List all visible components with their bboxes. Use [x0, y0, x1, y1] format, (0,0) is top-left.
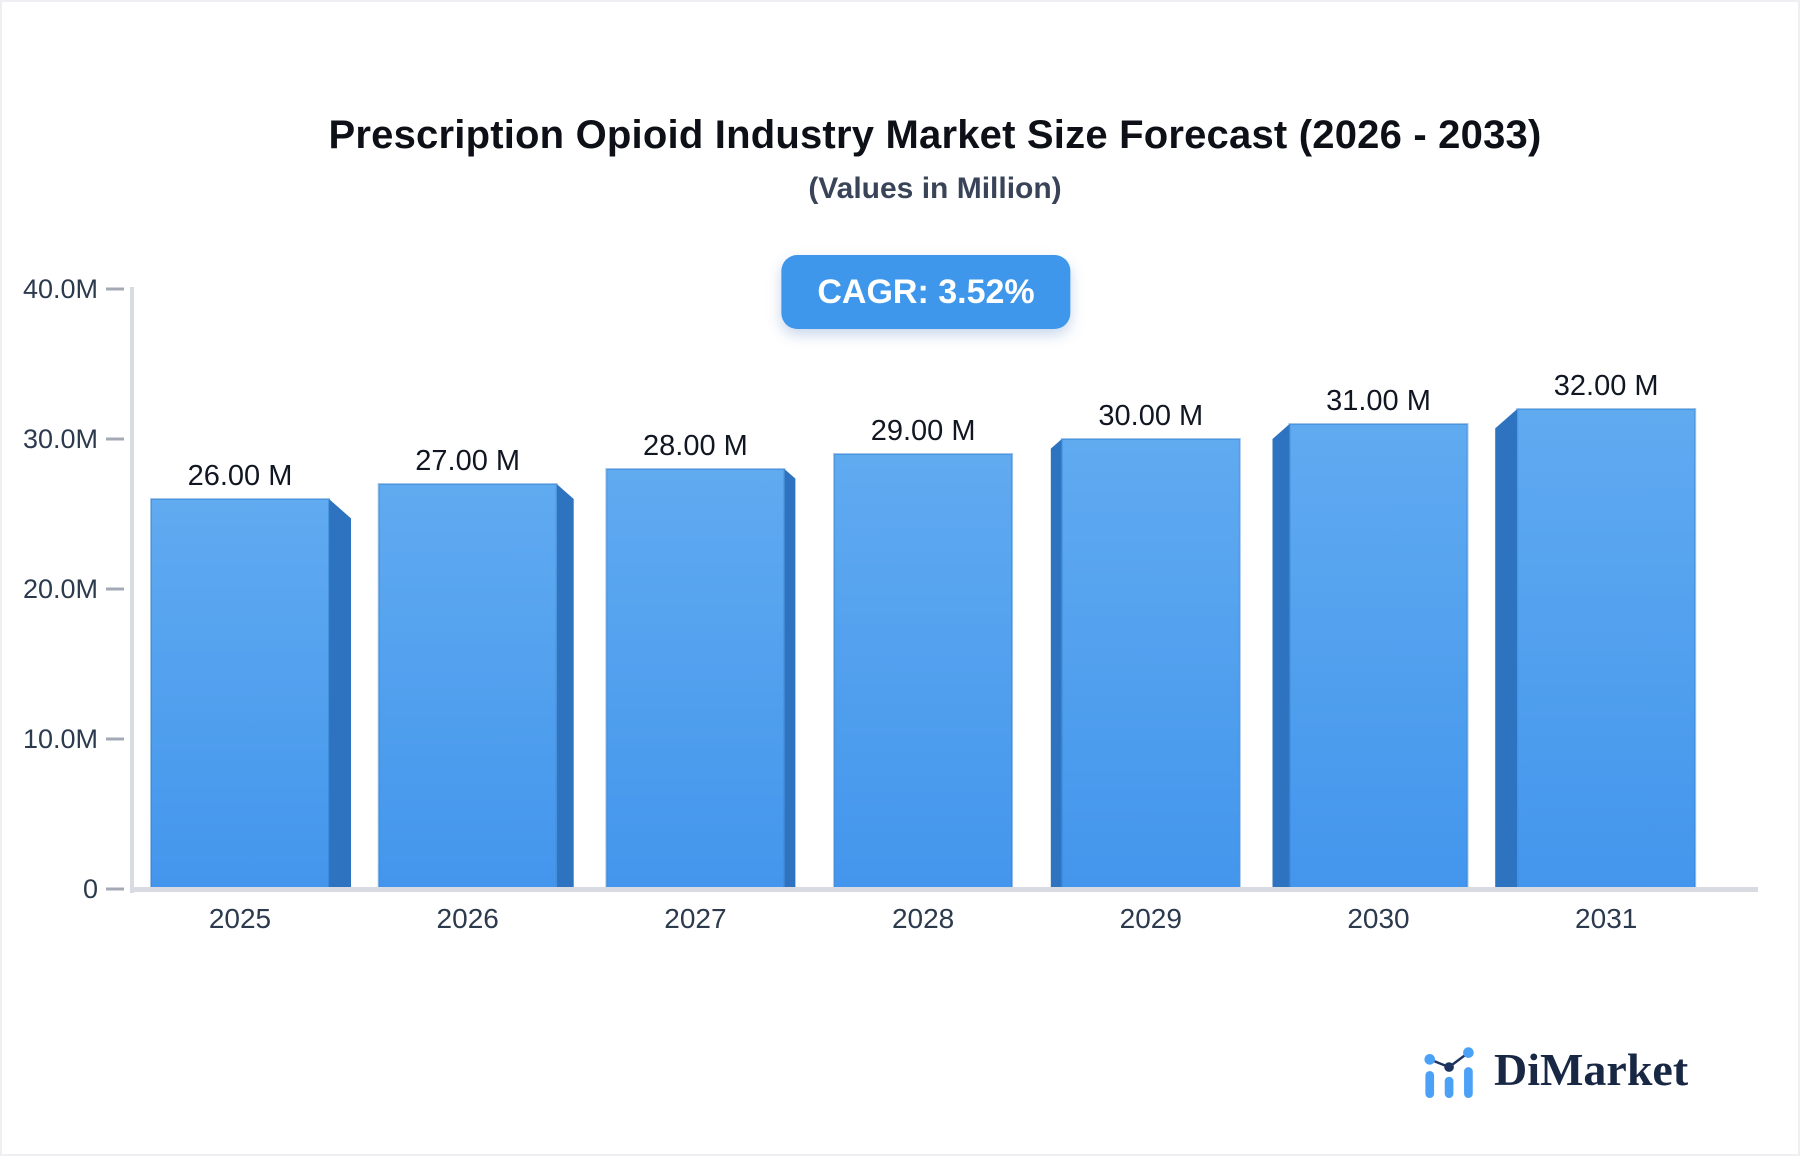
bar-value-label: 32.00 M [1554, 370, 1659, 402]
y-tick-label: 30.0M [23, 424, 98, 454]
bar-value-label: 27.00 M [415, 445, 520, 477]
x-tick-label: 2028 [892, 903, 954, 934]
cagr-badge: CAGR: 3.52% [781, 255, 1071, 329]
bar-2030 [1288, 423, 1469, 890]
logo-dot [1424, 1054, 1436, 1065]
logo-bar [1444, 1076, 1454, 1099]
x-tick-label: 2027 [664, 903, 726, 934]
bar-2029 [1060, 438, 1241, 890]
x-tick-label: 2030 [1347, 903, 1409, 934]
bar-2026 [377, 483, 558, 890]
bar-side-face [784, 469, 796, 889]
bar-side-face [1050, 439, 1062, 889]
bar-value-label: 31.00 M [1326, 385, 1431, 417]
y-axis-line [130, 287, 134, 893]
y-tick-label: 20.0M [23, 574, 98, 604]
bar-side-face [329, 499, 351, 889]
x-tick-label: 2029 [1120, 903, 1182, 934]
bar-2028 [833, 453, 1014, 890]
logo-bar [1425, 1070, 1435, 1099]
bar-value-label: 30.00 M [1098, 400, 1203, 432]
bar-2027 [605, 468, 786, 890]
x-tick-label: 2025 [209, 903, 271, 934]
mini-bar-chart-icon [1424, 1047, 1474, 1099]
bar-2031 [1516, 408, 1697, 890]
brand-logo: DiMarket [1422, 1040, 1688, 1100]
brand-name: DiMarket [1494, 1044, 1689, 1095]
chart-subtitle: (Values in Million) [808, 172, 1062, 205]
bar-side-face [1272, 424, 1290, 889]
x-axis-line [130, 887, 1758, 892]
logo-dot [1444, 1062, 1454, 1072]
logo-bar [1464, 1067, 1473, 1099]
bar-side-face [556, 484, 574, 889]
logo-dot [1463, 1047, 1474, 1058]
y-tick-label: 0 [83, 874, 98, 904]
chart-title: Prescription Opioid Industry Market Size… [328, 113, 1542, 157]
x-tick-label: 2031 [1575, 903, 1637, 934]
bar-value-label: 29.00 M [871, 415, 976, 447]
y-tick-label: 40.0M [23, 274, 98, 304]
bar-2025 [150, 498, 330, 890]
bar-side-face [1495, 409, 1518, 889]
bar-value-label: 26.00 M [188, 460, 293, 492]
x-tick-label: 2026 [437, 903, 499, 934]
bar-value-label: 28.00 M [643, 430, 748, 462]
y-tick-label: 10.0M [23, 724, 98, 754]
